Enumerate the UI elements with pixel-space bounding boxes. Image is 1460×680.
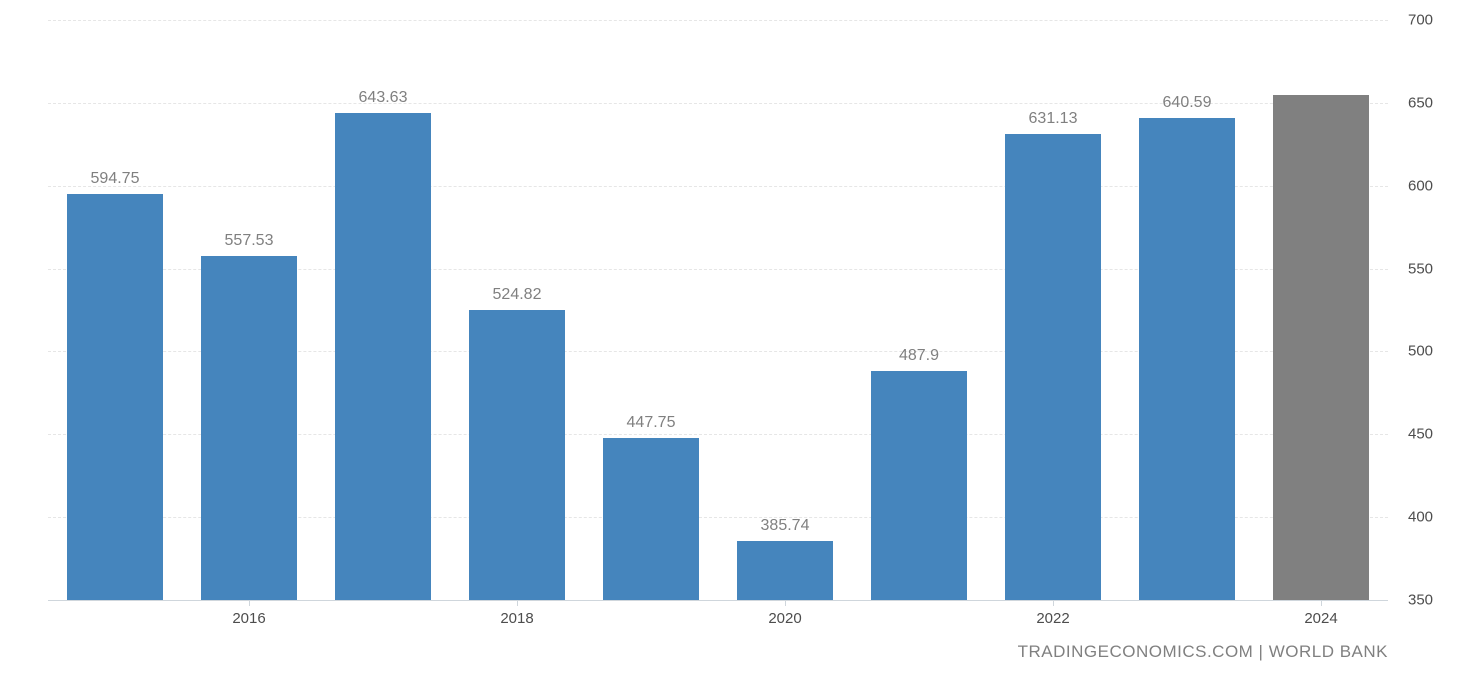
source-attribution: TRADINGECONOMICS.COM | WORLD BANK <box>1018 642 1388 662</box>
y-axis-tick: 350 <box>1408 592 1460 609</box>
y-axis-tick: 700 <box>1408 12 1460 29</box>
bar-value-label: 643.63 <box>359 89 408 107</box>
bar[interactable] <box>67 194 163 600</box>
bar-value-label: 447.75 <box>627 414 676 432</box>
bar[interactable] <box>335 113 431 600</box>
x-axis-tick: 2020 <box>768 600 801 627</box>
plot-area: 20162018202020222024594.75557.53643.6352… <box>48 20 1388 600</box>
bar[interactable] <box>201 256 297 600</box>
y-axis-tick: 600 <box>1408 177 1460 194</box>
bar[interactable] <box>1273 95 1369 600</box>
bar-value-label: 594.75 <box>91 170 140 188</box>
chart-container: 2016 2018 2020 2022 2024 594.75 557.53 643.63 52… <box>0 0 1460 680</box>
x-axis-tick: 2016 <box>232 600 265 627</box>
bar-value-label: 557.53 <box>225 232 274 250</box>
bar[interactable] <box>1139 118 1235 600</box>
gridline <box>48 20 1388 21</box>
bar[interactable] <box>737 541 833 600</box>
bar-value-label: 487.9 <box>899 347 939 365</box>
bar-value-label: 640.59 <box>1163 94 1212 112</box>
bar-value-label: 385.74 <box>761 517 810 535</box>
x-axis-tick: 2024 <box>1304 600 1337 627</box>
bar[interactable] <box>871 371 967 600</box>
y-axis-tick: 400 <box>1408 509 1460 526</box>
y-axis-tick: 650 <box>1408 94 1460 111</box>
bar[interactable] <box>603 438 699 600</box>
y-axis-tick: 500 <box>1408 343 1460 360</box>
x-axis-tick: 2022 <box>1036 600 1069 627</box>
y-axis-tick: 550 <box>1408 260 1460 277</box>
bar-value-label: 524.82 <box>493 286 542 304</box>
bar[interactable] <box>1005 134 1101 600</box>
x-axis-tick: 2018 <box>500 600 533 627</box>
bar-value-label: 631.13 <box>1029 110 1078 128</box>
y-axis-tick: 450 <box>1408 426 1460 443</box>
bar[interactable] <box>469 310 565 600</box>
